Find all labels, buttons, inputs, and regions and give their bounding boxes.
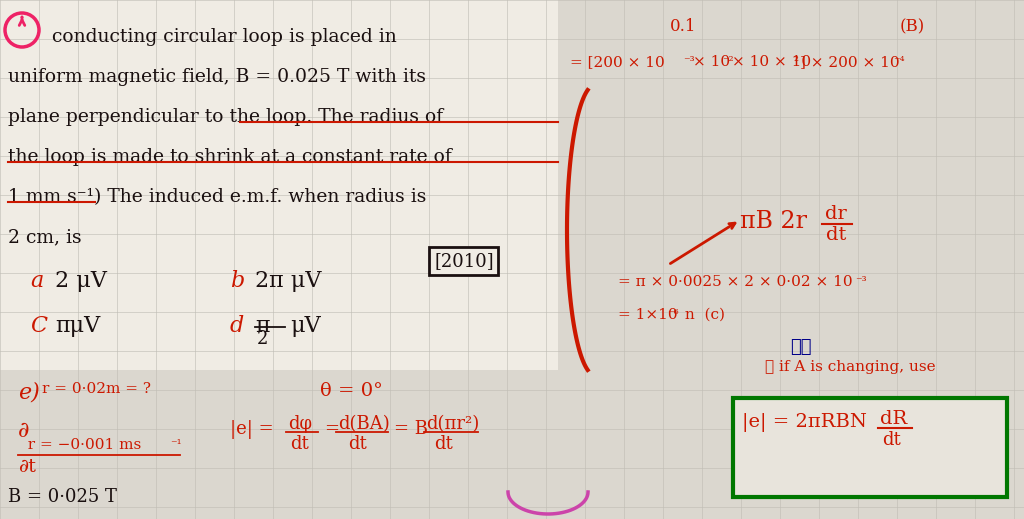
- Text: plane perpendicular to the loop. The radius of: plane perpendicular to the loop. The rad…: [8, 108, 443, 126]
- Text: ⁻⁴: ⁻⁴: [893, 55, 904, 68]
- Text: 0.1: 0.1: [670, 18, 696, 35]
- Text: dt: dt: [290, 435, 309, 453]
- Text: ★ if A is changing, use: ★ if A is changing, use: [765, 360, 936, 374]
- Text: n  (c): n (c): [680, 308, 725, 322]
- Text: [2010]: [2010]: [434, 252, 494, 270]
- Text: ²: ²: [793, 55, 798, 68]
- Text: θ = 0°: θ = 0°: [319, 382, 383, 400]
- Text: × 10: × 10: [693, 55, 730, 69]
- Text: d: d: [230, 315, 245, 337]
- Text: μV: μV: [290, 315, 321, 337]
- Text: π: π: [255, 315, 269, 337]
- Text: b: b: [230, 270, 245, 292]
- Text: πB 2r: πB 2r: [740, 210, 807, 233]
- Text: ⁻²: ⁻²: [722, 55, 733, 68]
- Text: d(πr²): d(πr²): [426, 415, 479, 433]
- FancyBboxPatch shape: [733, 398, 1007, 497]
- Text: = π × 0·0025 × 2 × 0·02 × 10: = π × 0·0025 × 2 × 0·02 × 10: [618, 275, 853, 289]
- Text: dR: dR: [880, 410, 907, 428]
- Text: dt: dt: [434, 435, 453, 453]
- Text: uniform magnetic field, B = 0.025 T with its: uniform magnetic field, B = 0.025 T with…: [8, 68, 426, 86]
- Text: ★★: ★★: [790, 338, 811, 356]
- Text: 2: 2: [257, 330, 268, 348]
- Bar: [558, 0, 1024, 519]
- Text: r = 0·02m = ?: r = 0·02m = ?: [42, 382, 151, 396]
- Text: conducting circular loop is placed in: conducting circular loop is placed in: [52, 28, 396, 46]
- Text: ∂: ∂: [18, 420, 30, 442]
- Text: |e| =: |e| =: [230, 420, 273, 439]
- Text: dt: dt: [826, 226, 847, 244]
- Bar: [0, 370, 558, 519]
- Text: πμV: πμV: [55, 315, 100, 337]
- Text: a: a: [30, 270, 43, 292]
- Text: (B): (B): [900, 18, 926, 35]
- Text: d(BA): d(BA): [338, 415, 390, 433]
- Text: 2 cm, is: 2 cm, is: [8, 228, 82, 246]
- Text: ⁻⁶: ⁻⁶: [667, 308, 679, 321]
- Text: C: C: [30, 315, 47, 337]
- Text: ∂t: ∂t: [18, 458, 36, 476]
- Text: dt: dt: [882, 431, 901, 449]
- Text: 1 mm s⁻¹) The induced e.m.f. when radius is: 1 mm s⁻¹) The induced e.m.f. when radius…: [8, 188, 426, 206]
- Text: = 1×10: = 1×10: [618, 308, 678, 322]
- Text: e): e): [18, 382, 40, 404]
- Text: dt: dt: [348, 435, 367, 453]
- Text: r = −0·001 ms: r = −0·001 ms: [18, 438, 141, 452]
- Text: B = 0·025 T: B = 0·025 T: [8, 488, 117, 506]
- Text: ⁻³: ⁻³: [683, 55, 694, 68]
- Text: 2π μV: 2π μV: [255, 270, 322, 292]
- Text: ⁻³: ⁻³: [855, 275, 866, 288]
- Bar: [0, 0, 558, 370]
- Text: dr: dr: [825, 205, 847, 223]
- Text: × 10 × 10: × 10 × 10: [732, 55, 811, 69]
- Text: the loop is made to shrink at a constant rate of: the loop is made to shrink at a constant…: [8, 148, 452, 166]
- Text: 2 μV: 2 μV: [55, 270, 106, 292]
- Text: = B: = B: [394, 420, 428, 438]
- Text: |e| = 2πRBN: |e| = 2πRBN: [742, 413, 867, 432]
- Text: = [200 × 10: = [200 × 10: [570, 55, 665, 69]
- Text: ⁻¹: ⁻¹: [170, 438, 181, 451]
- Text: ] × 200 × 10: ] × 200 × 10: [800, 55, 900, 69]
- Text: =: =: [324, 420, 339, 438]
- Text: dφ: dφ: [288, 415, 312, 433]
